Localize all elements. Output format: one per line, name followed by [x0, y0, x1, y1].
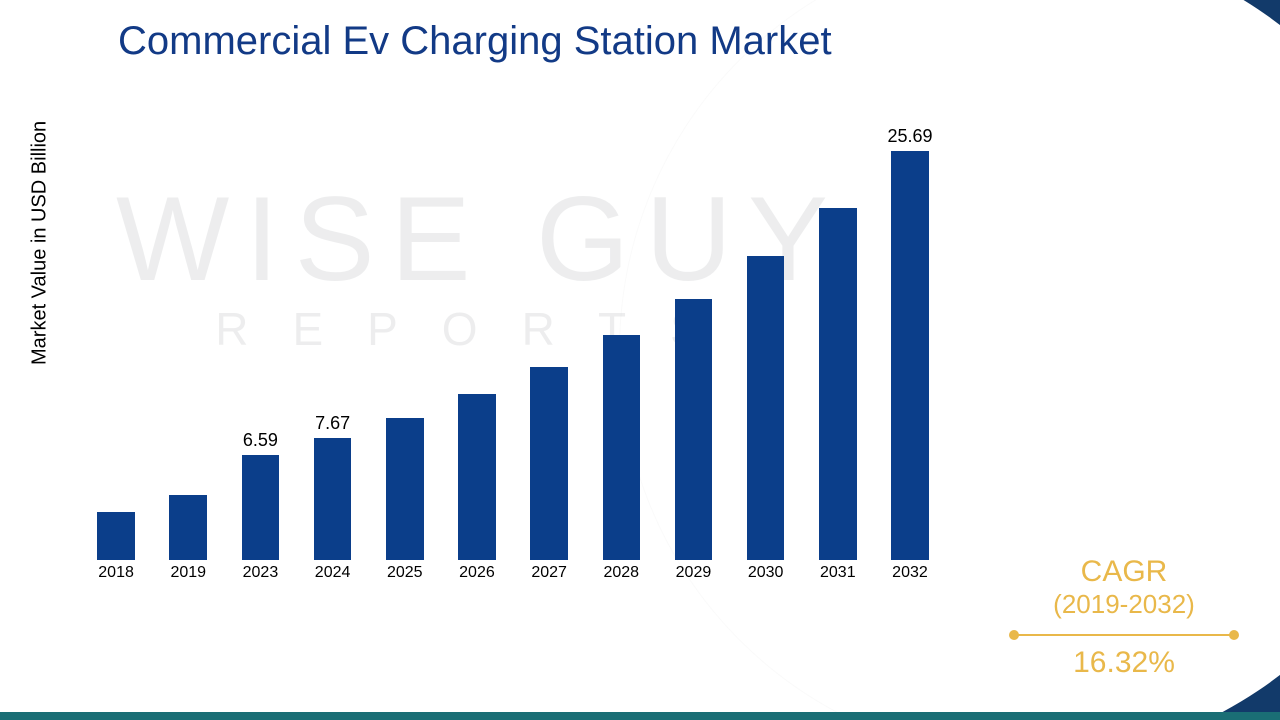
bar-slot: 7.67	[307, 130, 359, 560]
x-tick-label: 2026	[451, 564, 503, 582]
bar	[675, 299, 713, 560]
bar-slot	[379, 130, 431, 560]
brand-name: WISE GUY	[998, 36, 1176, 70]
bar	[603, 335, 641, 560]
x-tick-label: 2030	[740, 564, 792, 582]
x-tick-label: 2025	[379, 564, 431, 582]
bar-value-label: 25.69	[884, 126, 936, 147]
chart-title: Commercial Ev Charging Station Market	[118, 18, 832, 64]
x-tick-label: 2032	[884, 564, 936, 582]
chart-area: Market Value in USD Billion 6.597.6725.6…	[40, 130, 940, 600]
brand-logo: WISE GUY REPORTS	[998, 22, 1252, 100]
bar-slot	[162, 130, 214, 560]
x-tick-label: 2028	[595, 564, 647, 582]
bar-slot	[812, 130, 864, 560]
bar	[747, 256, 785, 560]
bar-slot: 6.59	[234, 130, 286, 560]
infographic-stage: WISE GUY REPORTS Commercial Ev Charging …	[0, 0, 1280, 720]
bar-slot	[595, 130, 647, 560]
bar	[314, 438, 352, 560]
x-tick-label: 2029	[667, 564, 719, 582]
bar	[819, 208, 857, 560]
bars-container: 6.59 7.67 25.69	[86, 130, 940, 560]
bar-slot	[523, 130, 575, 560]
cagr-range: (2019-2032)	[968, 589, 1280, 620]
bar-value-label: 7.67	[307, 413, 359, 434]
x-tick-label: 2027	[523, 564, 575, 582]
bar	[386, 418, 424, 560]
cagr-divider-line	[1014, 634, 1234, 636]
bar	[458, 394, 496, 560]
bar-slot	[667, 130, 719, 560]
bar-slot	[90, 130, 142, 560]
x-tick-label: 2018	[90, 564, 142, 582]
x-tick-label: 2023	[234, 564, 286, 582]
bar	[97, 512, 135, 560]
bar-value-label: 6.59	[234, 430, 286, 451]
bar	[242, 455, 280, 560]
bar	[530, 367, 568, 560]
plot-region: 6.59 7.67 25.69	[86, 130, 940, 560]
x-tick-label: 2031	[812, 564, 864, 582]
x-tick-label: 2019	[162, 564, 214, 582]
bar	[169, 495, 207, 560]
brand-subtitle: REPORTS	[1034, 72, 1176, 87]
bar-slot	[451, 130, 503, 560]
cagr-label: CAGR	[968, 555, 1280, 589]
bar-slot	[740, 130, 792, 560]
y-axis-label: Market Value in USD Billion	[29, 121, 52, 365]
brand-logo-text: WISE GUY REPORTS	[998, 36, 1176, 87]
bar-slot: 25.69	[884, 130, 936, 560]
bottom-accent-bar	[0, 712, 1280, 720]
x-tick-label: 2024	[307, 564, 359, 582]
x-axis-labels: 2018 2019 2023 2024 2025 2026 2027 2028 2029 2030…	[86, 564, 940, 582]
cagr-value: 16.32%	[968, 646, 1280, 680]
cagr-block: CAGR (2019-2032) 16.32%	[968, 555, 1280, 680]
bar	[891, 151, 929, 560]
brand-head-icon	[1186, 22, 1252, 100]
